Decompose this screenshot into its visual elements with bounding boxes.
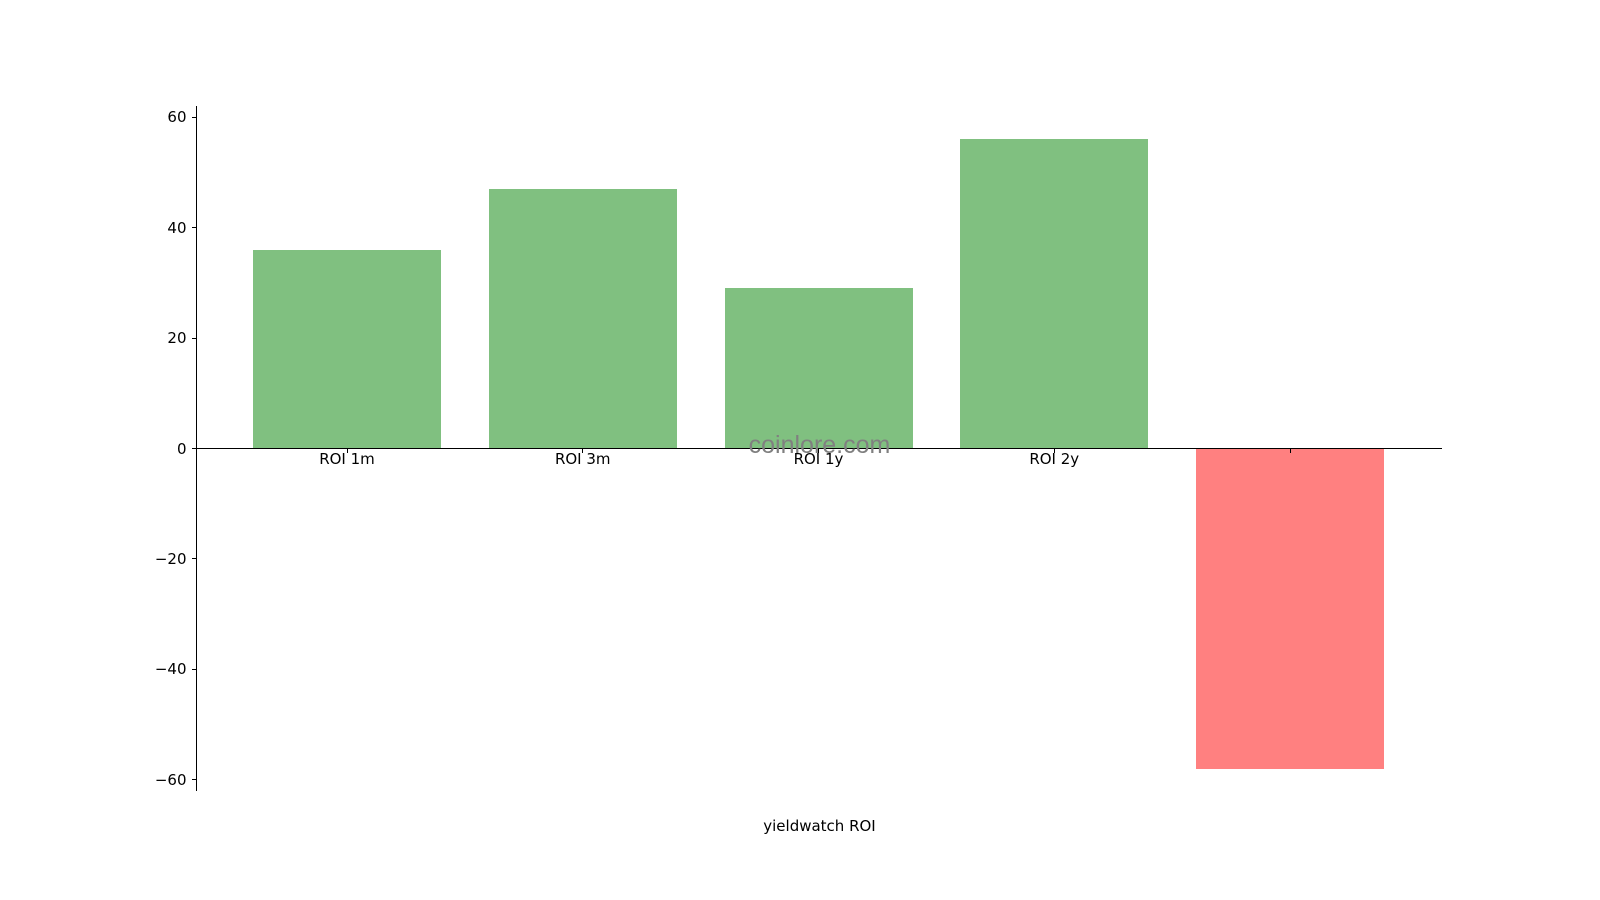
x-tick-mark: [1053, 448, 1055, 453]
y-tick-label: 0: [176, 439, 187, 458]
y-tick-label: 20: [167, 329, 187, 348]
y-tick-label: 40: [167, 218, 187, 237]
x-tick-label: ROI 1y: [793, 450, 844, 468]
x-tick-label: ROI 1m: [319, 450, 375, 468]
watermark: coinlore.com: [748, 431, 891, 459]
y-tick-mark: [191, 116, 196, 118]
y-tick-mark: [191, 558, 196, 560]
bar-roi-1y: [724, 288, 913, 449]
bar-roi-3m: [488, 189, 677, 449]
bar-roi-2y: [960, 139, 1149, 449]
x-tick-mark: [346, 448, 348, 453]
y-tick-mark: [191, 337, 196, 339]
bar-roi-1m: [253, 249, 441, 449]
x-tick-label: ROI 2y: [1029, 450, 1080, 468]
x-tick-mark: [818, 448, 819, 453]
y-tick-mark: [191, 668, 196, 670]
x-tick-mark: [1289, 448, 1291, 453]
x-axis-title: yieldwatch ROI: [763, 817, 876, 835]
y-tick-label: −60: [154, 770, 187, 789]
y-tick-mark: [191, 779, 196, 781]
bar-unlabeled: [1196, 448, 1384, 769]
x-tick-mark: [582, 448, 584, 453]
y-tick-label: 60: [167, 108, 187, 127]
y-tick-label: −40: [154, 660, 187, 679]
y-tick-label: −20: [154, 549, 187, 568]
y-tick-mark: [191, 448, 196, 449]
x-tick-label: ROI 3m: [554, 450, 611, 468]
y-tick-mark: [191, 227, 196, 229]
